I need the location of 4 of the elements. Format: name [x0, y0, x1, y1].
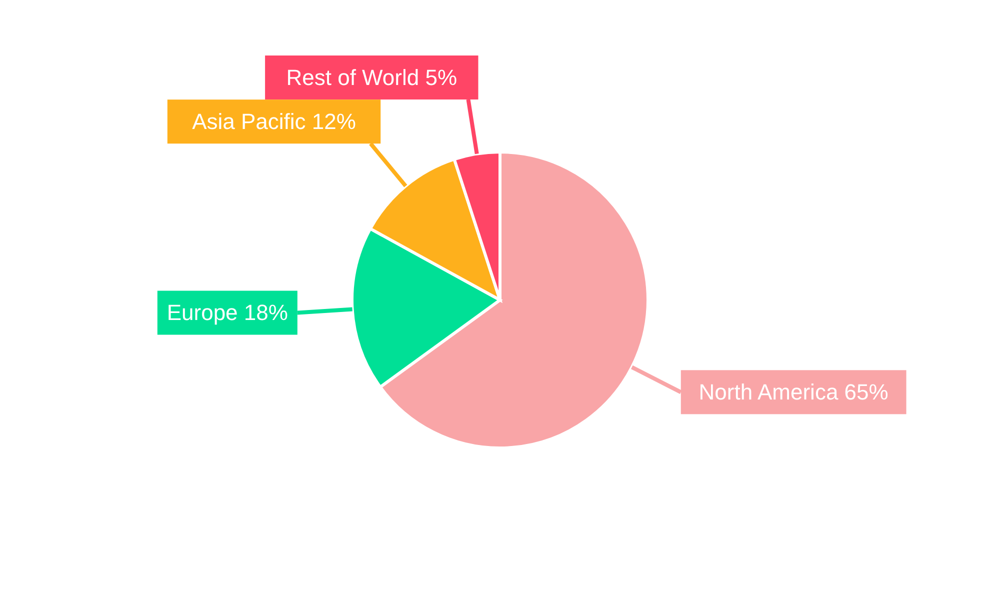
slice-label: North America 65% [698, 380, 888, 405]
slice-label: Asia Pacific 12% [192, 109, 356, 134]
slice-label: Rest of World 5% [286, 65, 458, 90]
slice-label: Europe 18% [166, 300, 288, 326]
